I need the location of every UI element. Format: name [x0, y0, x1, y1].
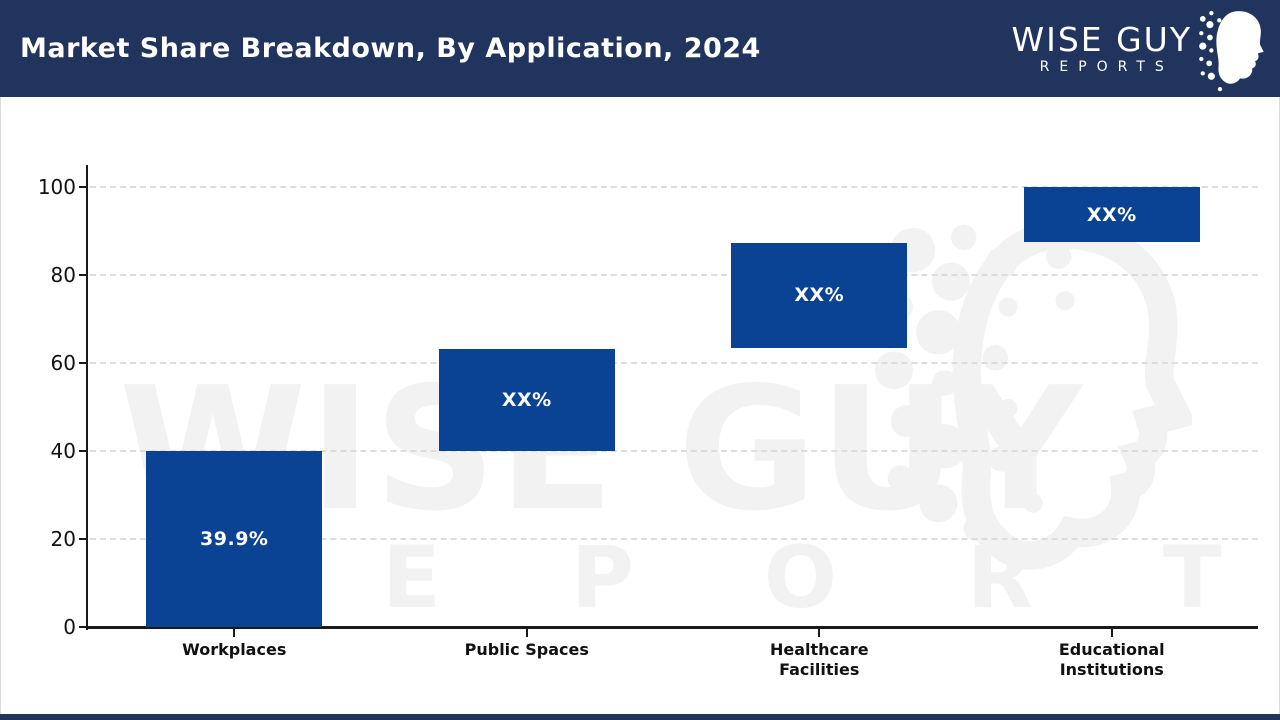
- x-tick-mark: [818, 629, 821, 637]
- brand-name: WISE GUY: [1011, 20, 1192, 59]
- x-tick-mark: [233, 629, 236, 637]
- bar-value-label: XX%: [501, 388, 552, 411]
- bar-value-label: XX%: [1086, 203, 1137, 226]
- y-tick-mark: [79, 274, 88, 276]
- x-tick-mark: [525, 629, 528, 637]
- y-tick-label: 0: [63, 615, 76, 639]
- gridline: [90, 450, 1258, 452]
- y-tick-label: 80: [50, 263, 76, 287]
- brand-subtitle: REPORTS: [1039, 59, 1174, 75]
- y-tick-mark: [79, 362, 88, 364]
- y-tick-mark: [79, 186, 88, 188]
- header: Market Share Breakdown, By Application, …: [0, 0, 1280, 97]
- watermark-subtext: R E P O R T S: [186, 528, 1280, 628]
- bar-value-label: 39.9%: [200, 528, 269, 551]
- gridline: [90, 362, 1258, 364]
- gridline: [90, 274, 1258, 276]
- x-category-label-line: Institutions: [1059, 660, 1164, 679]
- x-category-label: Educational Institutions: [966, 640, 1259, 680]
- brand-logo: WISE GUY REPORTS: [1011, 0, 1266, 97]
- y-tick-mark: [79, 626, 88, 628]
- gridline: [90, 186, 1258, 188]
- x-category-label-line: Public Spaces: [464, 640, 589, 659]
- x-category-label-line: Educational: [1058, 640, 1165, 659]
- y-tick-label: 100: [37, 175, 76, 199]
- bar: XX%: [731, 242, 908, 349]
- bar: XX%: [1023, 187, 1200, 242]
- x-tick-mark: [1110, 629, 1113, 637]
- y-tick-mark: [79, 450, 88, 452]
- page-title: Market Share Breakdown, By Application, …: [20, 33, 761, 64]
- x-category-label-line: Healthcare: [769, 640, 869, 659]
- x-category-label: Healthcare Facilities: [673, 640, 966, 680]
- x-category-label: Public Spaces: [381, 640, 674, 660]
- x-category-label: Workplaces: [88, 640, 381, 660]
- y-tick-label: 60: [50, 351, 76, 375]
- y-tick-label: 40: [50, 439, 76, 463]
- brand-logo-text: WISE GUY REPORTS: [1011, 23, 1192, 74]
- bar: 39.9%: [146, 451, 323, 627]
- gridline: [90, 538, 1258, 540]
- bar: XX%: [438, 348, 615, 451]
- footer-bar: [0, 714, 1280, 720]
- bar-value-label: XX%: [794, 284, 845, 307]
- y-tick-label: 20: [50, 527, 76, 551]
- watermark-head-icon: [875, 220, 1192, 570]
- x-category-label-line: Workplaces: [182, 640, 287, 659]
- x-category-label-line: Facilities: [779, 660, 860, 679]
- brand-head-icon: [1199, 10, 1264, 91]
- x-axis-line: [86, 626, 1258, 629]
- y-tick-mark: [79, 538, 88, 540]
- y-axis-line: [86, 165, 88, 630]
